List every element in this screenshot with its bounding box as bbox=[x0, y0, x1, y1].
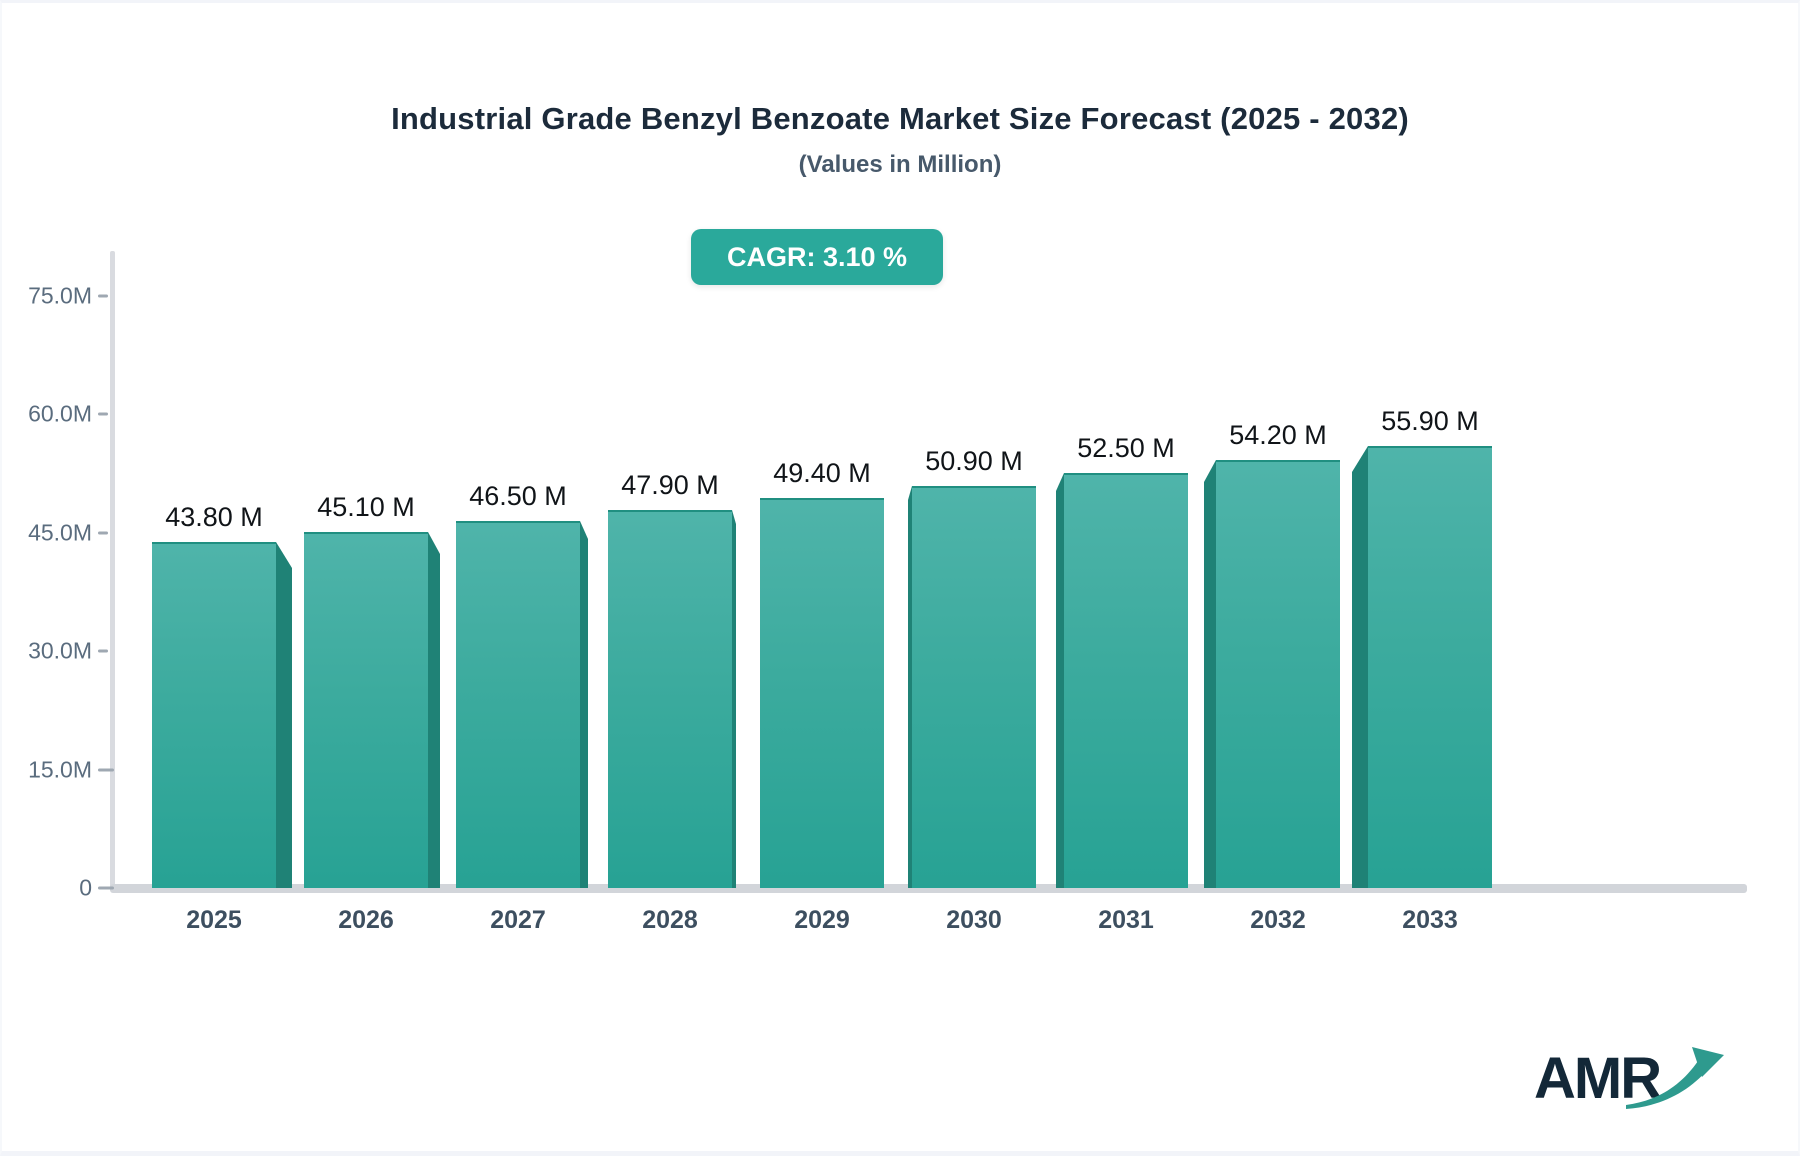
y-tick-label: 0 bbox=[79, 874, 92, 901]
bar-2027[interactable] bbox=[456, 521, 580, 888]
x-axis-label-2028: 2028 bbox=[642, 906, 698, 934]
y-tick-label: 75.0M bbox=[28, 282, 92, 308]
bar-2025[interactable] bbox=[152, 542, 276, 888]
x-axis-label-2029: 2029 bbox=[794, 906, 850, 934]
x-axis-label-2025: 2025 bbox=[186, 906, 242, 934]
y-tick-label: 30.0M bbox=[28, 637, 92, 664]
bar-side-face-2028 bbox=[732, 510, 736, 888]
y-tick-mark bbox=[98, 768, 114, 771]
bar-value-label: 43.80 M bbox=[165, 502, 263, 532]
bar-2030[interactable] bbox=[912, 486, 1036, 888]
bar-side-face-2030 bbox=[908, 486, 912, 888]
bar-2029[interactable] bbox=[760, 498, 884, 888]
y-tick-mark bbox=[98, 412, 108, 416]
bar-side-face-2026 bbox=[428, 532, 440, 888]
y-tick-mark bbox=[98, 294, 108, 297]
amr-logo-text: AMR bbox=[1534, 1046, 1662, 1111]
y-tick-label: 15.0M bbox=[28, 756, 92, 782]
bar-value-label: 50.90 M bbox=[925, 446, 1023, 476]
bar-2028[interactable] bbox=[608, 510, 732, 888]
bar-value-label: 54.20 M bbox=[1229, 420, 1327, 450]
bar-side-face-2025 bbox=[276, 542, 292, 888]
cagr-badge: CAGR: 3.10 % bbox=[691, 229, 943, 285]
bar-side-face-2032 bbox=[1204, 460, 1216, 888]
chart-subtitle: (Values in Million) bbox=[798, 151, 1002, 178]
bar-side-face-2027 bbox=[580, 521, 588, 888]
growth-arrow-icon bbox=[1626, 1047, 1724, 1109]
bar-side-face-2033 bbox=[1352, 446, 1368, 888]
x-axis-label-2030: 2030 bbox=[946, 906, 1002, 934]
bar-value-label: 55.90 M bbox=[1381, 406, 1479, 436]
bar-2031[interactable] bbox=[1064, 473, 1188, 888]
x-axis-label-2026: 2026 bbox=[338, 906, 394, 934]
y-axis-line bbox=[110, 251, 115, 890]
bar-value-label: 49.40 M bbox=[773, 458, 871, 488]
y-tick-label: 60.0M bbox=[28, 400, 92, 427]
bar-2033[interactable] bbox=[1368, 446, 1492, 888]
y-tick-mark bbox=[98, 531, 108, 534]
x-axis-label-2032: 2032 bbox=[1250, 906, 1306, 934]
chart-title: Industrial Grade Benzyl Benzoate Market … bbox=[391, 101, 1409, 136]
bar-side-face-2031 bbox=[1056, 473, 1064, 888]
bar-value-label: 52.50 M bbox=[1077, 433, 1175, 463]
bar-2026[interactable] bbox=[304, 532, 428, 888]
x-axis-label-2031: 2031 bbox=[1098, 906, 1154, 934]
y-tick-label: 45.0M bbox=[28, 519, 92, 545]
amr-logo: AMR bbox=[1534, 1037, 1724, 1117]
bar-2032[interactable] bbox=[1216, 460, 1340, 888]
bar-value-label: 47.90 M bbox=[621, 470, 719, 500]
bar-value-label: 45.10 M bbox=[317, 492, 415, 522]
x-axis-label-2027: 2027 bbox=[490, 906, 546, 934]
y-tick-mark bbox=[98, 649, 108, 653]
x-axis-label-2033: 2033 bbox=[1402, 906, 1458, 934]
x-axis-baseline bbox=[110, 884, 1747, 893]
y-tick-mark bbox=[98, 886, 114, 890]
bar-value-label: 46.50 M bbox=[469, 481, 567, 511]
